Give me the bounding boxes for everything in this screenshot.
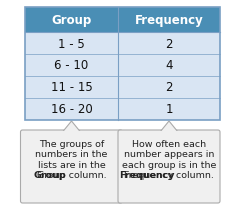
Bar [118,8,220,33]
Bar [118,77,220,99]
Text: 2: 2 [165,37,173,50]
Bar [25,8,220,120]
Bar [118,99,220,120]
Text: each group is in the: each group is in the [122,160,216,169]
Text: Group column.: Group column. [37,171,106,180]
Text: Group: Group [33,171,66,180]
Text: numbers in the: numbers in the [35,150,108,159]
Bar [25,99,118,120]
Text: The groups of: The groups of [39,139,104,148]
Polygon shape [62,121,80,132]
Polygon shape [160,121,178,132]
Text: 2: 2 [165,81,173,94]
Text: 11 - 15: 11 - 15 [51,81,92,94]
FancyBboxPatch shape [20,130,123,203]
Text: Group: Group [51,14,92,27]
Text: lists are in the: lists are in the [38,160,105,169]
Bar [25,33,118,55]
Text: number appears in: number appears in [124,150,214,159]
Text: How often each: How often each [132,139,206,148]
Text: 4: 4 [165,59,173,72]
Text: Frequency: Frequency [135,14,203,27]
Text: Frequency: Frequency [119,171,175,180]
Text: 1: 1 [165,103,173,116]
Text: 1 - 5: 1 - 5 [58,37,85,50]
Text: Frequency column.: Frequency column. [124,171,214,180]
FancyBboxPatch shape [118,130,220,203]
Bar [25,77,118,99]
Bar [25,8,118,33]
Text: 6 - 10: 6 - 10 [54,59,89,72]
Text: 16 - 20: 16 - 20 [51,103,92,116]
Bar [25,55,118,77]
Bar [118,55,220,77]
Bar [118,33,220,55]
